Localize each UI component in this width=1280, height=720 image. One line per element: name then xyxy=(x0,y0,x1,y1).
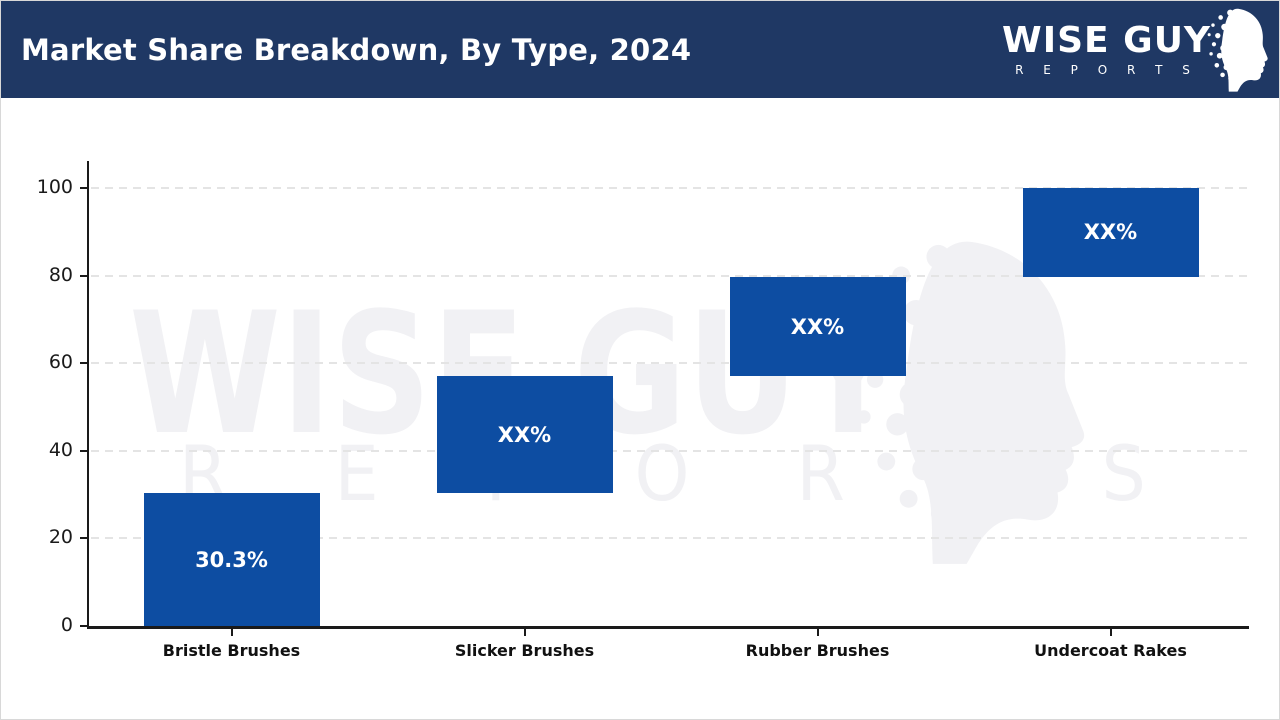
x-tick-label: Bristle Brushes xyxy=(162,641,301,660)
bar-value-label: XX% xyxy=(790,314,845,339)
logo-subtext: R E P O R T S xyxy=(1015,62,1198,77)
wiseguy-logo: WISE GUY R E P O R T S xyxy=(1001,4,1279,96)
logo-text: WISE GUY R E P O R T S xyxy=(1001,19,1211,77)
y-tick-label: 100 xyxy=(36,176,73,198)
logo-wordmark: WISE GUY xyxy=(1001,19,1211,61)
y-tick-label: 20 xyxy=(48,526,73,549)
x-tick-mark xyxy=(816,629,819,636)
y-tick-label: 0 xyxy=(60,614,73,636)
header: Market Share Breakdown, By Type, 2024 WI… xyxy=(1,1,1279,98)
gridline-60 xyxy=(91,362,1249,365)
gridline-40 xyxy=(91,449,1249,452)
y-tick-label: 40 xyxy=(48,438,73,461)
head-profile-icon xyxy=(1207,8,1268,92)
y-tick-mark xyxy=(80,537,89,540)
bar-undercoat-rakes: XX% xyxy=(1022,188,1199,277)
y-tick-mark xyxy=(80,274,89,277)
bar-value-label: XX% xyxy=(1083,220,1138,245)
gridline-100 xyxy=(91,187,1249,189)
bar-value-label: XX% xyxy=(497,422,552,447)
x-tick-label: Rubber Brushes xyxy=(745,641,890,660)
y-tick-label: 60 xyxy=(48,351,73,374)
bar-slicker-brushes: XX% xyxy=(436,376,613,494)
x-tick-mark xyxy=(230,629,233,636)
bar-value-label: 30.3% xyxy=(195,547,268,572)
y-tick-mark xyxy=(80,187,89,189)
y-tick-mark xyxy=(80,625,89,627)
bar-bristle-brushes: 30.3% xyxy=(143,493,320,626)
x-tick-label: Slicker Brushes xyxy=(454,641,595,660)
page-title: Market Share Breakdown, By Type, 2024 xyxy=(21,32,692,67)
y-axis-line xyxy=(86,161,89,629)
gridline-80 xyxy=(91,274,1249,277)
bar-rubber-brushes: XX% xyxy=(729,276,906,377)
gridline-20 xyxy=(91,537,1249,540)
y-tick-label: 80 xyxy=(48,263,73,286)
x-tick-mark xyxy=(523,629,526,636)
y-tick-mark xyxy=(80,362,89,365)
x-tick-mark xyxy=(1109,629,1112,636)
x-axis-line xyxy=(86,626,1249,629)
y-tick-mark xyxy=(80,449,89,452)
x-tick-label: Undercoat Rakes xyxy=(1034,641,1187,660)
